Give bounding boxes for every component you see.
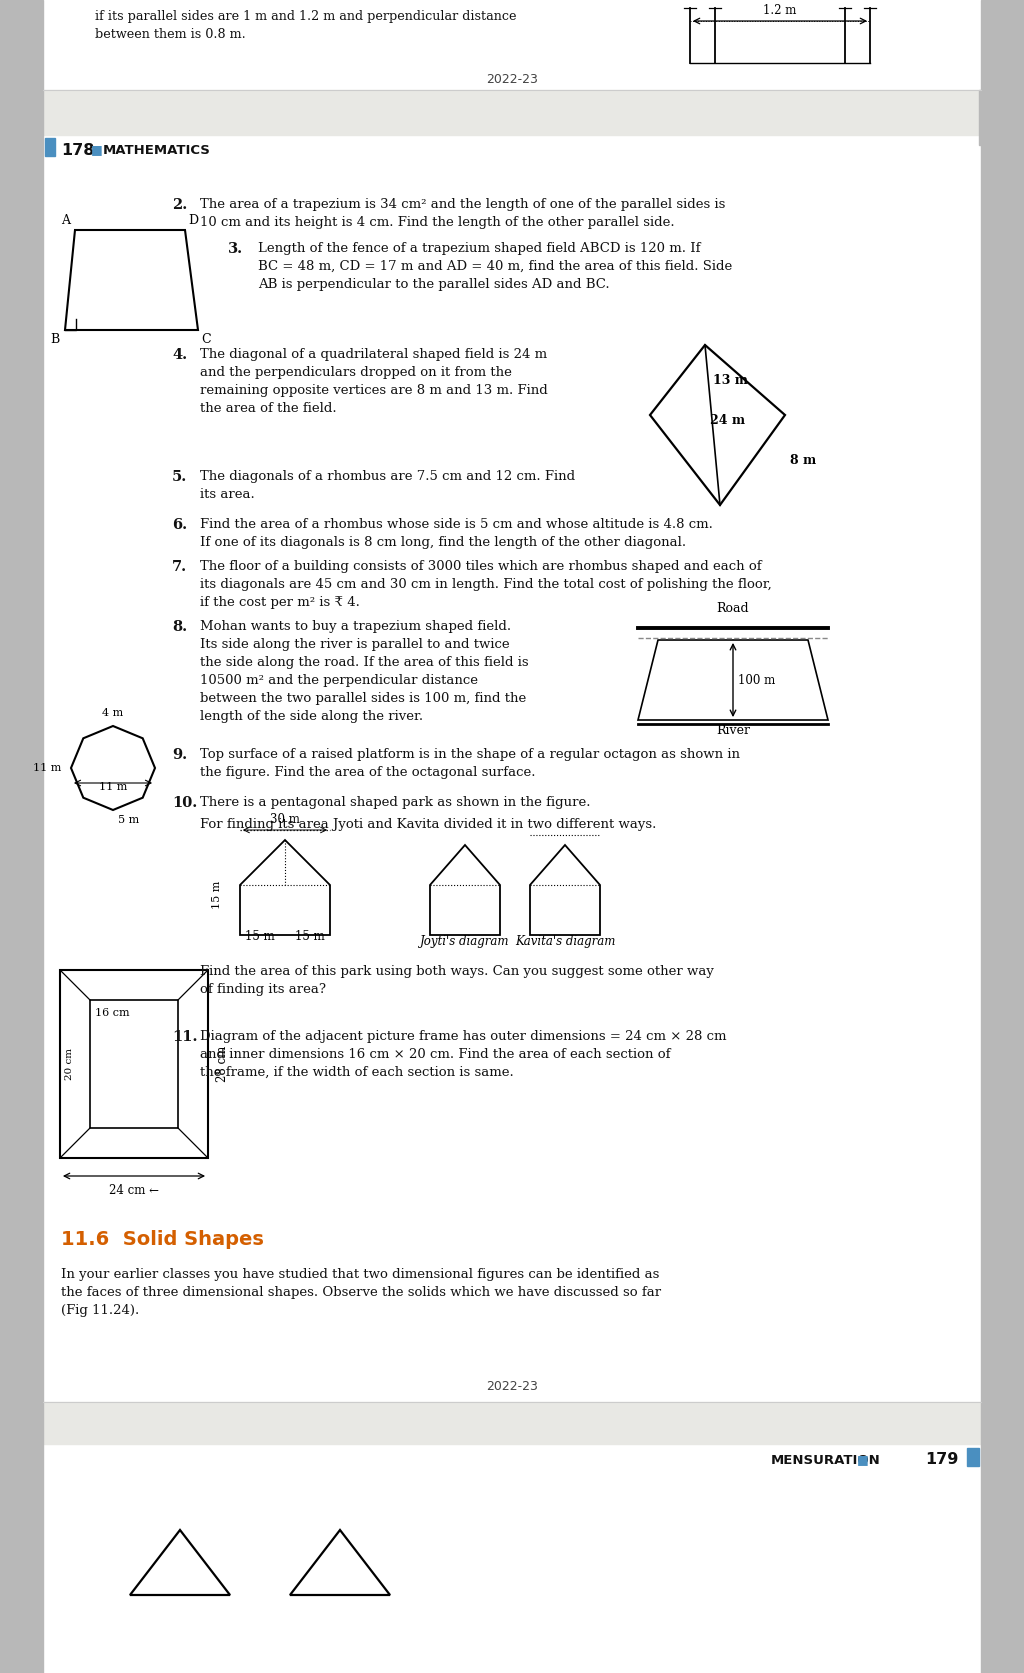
Text: remaining opposite vertices are 8 m and 13 m. Find: remaining opposite vertices are 8 m and … — [200, 385, 548, 397]
Text: 178: 178 — [61, 142, 94, 157]
Bar — [43, 1402, 981, 1444]
Text: 8 m: 8 m — [790, 453, 816, 467]
Text: 28 cm: 28 cm — [216, 1046, 229, 1082]
Text: Road: Road — [717, 602, 750, 616]
Bar — [979, 90, 1024, 146]
Text: of finding its area?: of finding its area? — [200, 984, 326, 995]
Text: 10500 m² and the perpendicular distance: 10500 m² and the perpendicular distance — [200, 674, 478, 688]
Text: Mohan wants to buy a trapezium shaped field.: Mohan wants to buy a trapezium shaped fi… — [200, 621, 511, 632]
Text: The floor of a building consists of 3000 tiles which are rhombus shaped and each: The floor of a building consists of 3000… — [200, 560, 762, 572]
Text: the side along the road. If the area of this field is: the side along the road. If the area of … — [200, 656, 528, 669]
Text: A: A — [61, 214, 70, 228]
Bar — [43, 90, 981, 136]
Text: length of the side along the river.: length of the side along the river. — [200, 709, 423, 723]
Text: 11 m: 11 m — [33, 763, 61, 773]
Text: the frame, if the width of each section is same.: the frame, if the width of each section … — [200, 1066, 514, 1079]
Text: the figure. Find the area of the octagonal surface.: the figure. Find the area of the octagon… — [200, 766, 536, 780]
Bar — [0, 0, 43, 1673]
Text: There is a pentagonal shaped park as shown in the figure.: There is a pentagonal shaped park as sho… — [200, 796, 591, 810]
Text: River: River — [716, 724, 750, 738]
Text: The diagonals of a rhombus are 7.5 cm and 12 cm. Find: The diagonals of a rhombus are 7.5 cm an… — [200, 470, 575, 483]
Text: 11.6  Solid Shapes: 11.6 Solid Shapes — [61, 1230, 264, 1250]
Text: 100 m: 100 m — [738, 674, 775, 686]
Text: 20 cm: 20 cm — [65, 1047, 74, 1081]
Text: 1.2 m: 1.2 m — [763, 3, 797, 17]
Text: MENSURATION: MENSURATION — [771, 1454, 881, 1467]
Text: Find the area of this park using both ways. Can you suggest some other way: Find the area of this park using both wa… — [200, 965, 714, 979]
Text: 2.: 2. — [172, 197, 187, 212]
Text: 5.: 5. — [172, 470, 187, 483]
Text: ■: ■ — [91, 144, 102, 157]
Text: the area of the field.: the area of the field. — [200, 402, 337, 415]
Text: 9.: 9. — [172, 748, 187, 761]
Text: C: C — [201, 333, 211, 346]
Text: 15 m: 15 m — [212, 880, 222, 908]
Text: 6.: 6. — [172, 519, 187, 532]
Text: BC = 48 m, CD = 17 m and AD = 40 m, find the area of this field. Side: BC = 48 m, CD = 17 m and AD = 40 m, find… — [258, 259, 732, 273]
Text: 4.: 4. — [172, 348, 187, 361]
Text: Top surface of a raised platform is in the shape of a regular octagon as shown i: Top surface of a raised platform is in t… — [200, 748, 740, 761]
Text: 11.: 11. — [172, 1031, 198, 1044]
Text: 10.: 10. — [172, 796, 198, 810]
Text: between the two parallel sides is 100 m, find the: between the two parallel sides is 100 m,… — [200, 693, 526, 704]
Text: 2022-23: 2022-23 — [486, 1380, 538, 1394]
Text: Find the area of a rhombus whose side is 5 cm and whose altitude is 4.8 cm.: Find the area of a rhombus whose side is… — [200, 519, 713, 530]
Text: 15 m: 15 m — [295, 930, 325, 944]
Text: 8.: 8. — [172, 621, 187, 634]
Bar — [90, 1000, 178, 1128]
Text: 5 m: 5 m — [118, 815, 139, 825]
Text: 2022-23: 2022-23 — [486, 74, 538, 85]
Text: 11 m: 11 m — [98, 781, 127, 791]
Text: 16 cm: 16 cm — [95, 1009, 130, 1017]
Text: 24 m: 24 m — [710, 413, 745, 427]
Text: its diagonals are 45 cm and 30 cm in length. Find the total cost of polishing th: its diagonals are 45 cm and 30 cm in len… — [200, 577, 772, 591]
Text: If one of its diagonals is 8 cm long, find the length of the other diagonal.: If one of its diagonals is 8 cm long, fi… — [200, 535, 686, 549]
Bar — [967, 1449, 979, 1466]
Text: In your earlier classes you have studied that two dimensional figures can be ide: In your earlier classes you have studied… — [61, 1268, 659, 1282]
Text: The diagonal of a quadrilateral shaped field is 24 m: The diagonal of a quadrilateral shaped f… — [200, 348, 547, 361]
Text: ■: ■ — [857, 1454, 869, 1467]
Text: AB is perpendicular to the parallel sides AD and BC.: AB is perpendicular to the parallel side… — [258, 278, 609, 291]
Text: if the cost per m² is ₹ 4.: if the cost per m² is ₹ 4. — [200, 596, 359, 609]
Text: (Fig 11.24).: (Fig 11.24). — [61, 1303, 139, 1317]
Bar — [45, 137, 55, 156]
Text: The area of a trapezium is 34 cm² and the length of one of the parallel sides is: The area of a trapezium is 34 cm² and th… — [200, 197, 725, 211]
Text: the faces of three dimensional shapes. Observe the solids which we have discusse: the faces of three dimensional shapes. O… — [61, 1287, 662, 1298]
Text: B: B — [51, 333, 60, 346]
Bar — [981, 0, 1024, 1673]
Text: Length of the fence of a trapezium shaped field ABCD is 120 m. If: Length of the fence of a trapezium shape… — [258, 243, 700, 254]
Text: 179: 179 — [926, 1452, 959, 1467]
Text: 10 cm and its height is 4 cm. Find the length of the other parallel side.: 10 cm and its height is 4 cm. Find the l… — [200, 216, 675, 229]
Text: Its side along the river is parallel to and twice: Its side along the river is parallel to … — [200, 637, 510, 651]
Text: if its parallel sides are 1 m and 1.2 m and perpendicular distance: if its parallel sides are 1 m and 1.2 m … — [95, 10, 516, 23]
Text: its area.: its area. — [200, 489, 255, 500]
Text: 3.: 3. — [228, 243, 243, 256]
Text: Kavita's diagram: Kavita's diagram — [515, 935, 615, 949]
Text: Joyti's diagram: Joyti's diagram — [420, 935, 510, 949]
Text: D: D — [188, 214, 198, 228]
Text: 7.: 7. — [172, 560, 187, 574]
Text: and inner dimensions 16 cm × 20 cm. Find the area of each section of: and inner dimensions 16 cm × 20 cm. Find… — [200, 1047, 671, 1061]
Bar — [60, 970, 208, 1158]
Text: MATHEMATICS: MATHEMATICS — [103, 144, 211, 157]
Text: between them is 0.8 m.: between them is 0.8 m. — [95, 28, 246, 42]
Text: 30 m: 30 m — [270, 813, 300, 826]
Text: 15 m: 15 m — [245, 930, 274, 944]
Text: 4 m: 4 m — [102, 708, 124, 718]
Text: 24 cm ←: 24 cm ← — [109, 1184, 159, 1196]
Text: and the perpendiculars dropped on it from the: and the perpendiculars dropped on it fro… — [200, 366, 512, 380]
Text: For finding its area Jyoti and Kavita divided it in two different ways.: For finding its area Jyoti and Kavita di… — [200, 818, 656, 831]
Text: Diagram of the adjacent picture frame has outer dimensions = 24 cm × 28 cm: Diagram of the adjacent picture frame ha… — [200, 1031, 726, 1042]
Text: 13 m: 13 m — [713, 373, 748, 386]
